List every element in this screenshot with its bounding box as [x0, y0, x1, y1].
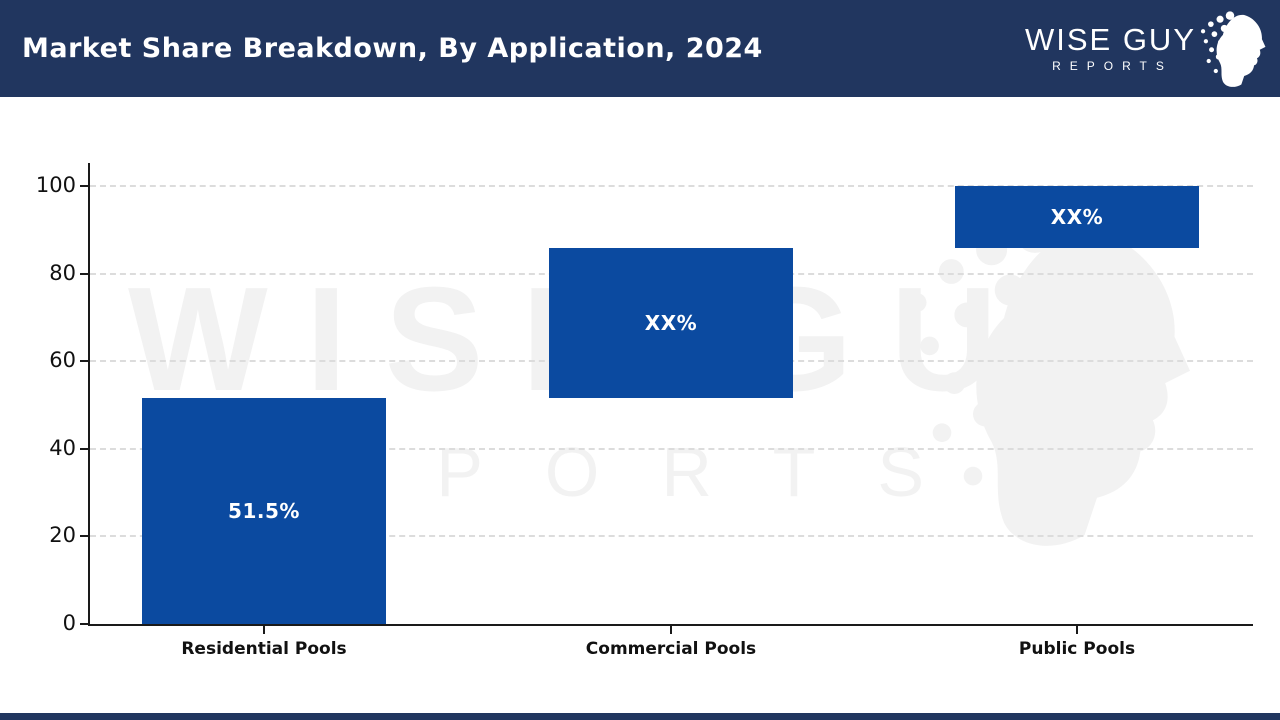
- header-bar: Market Share Breakdown, By Application, …: [0, 0, 1280, 97]
- x-axis-tick: [263, 626, 265, 634]
- x-axis-tick: [1076, 626, 1078, 634]
- y-axis-tick-label: 80: [49, 260, 76, 285]
- logo-reports-text: REPORTS: [1052, 59, 1173, 74]
- y-axis-tick-label: 20: [49, 523, 76, 548]
- logo-wiseguy-text: WISE GUY: [1024, 21, 1196, 57]
- brand-logo-text: WISE GUY REPORTS: [1024, 21, 1196, 74]
- y-axis-tick-40: [80, 447, 88, 450]
- y-axis-tick-label: 0: [62, 611, 76, 635]
- footer-strip: [0, 713, 1280, 720]
- chart-title: Market Share Breakdown, By Application, …: [22, 33, 763, 64]
- x-axis-category-label: Residential Pools: [181, 639, 347, 659]
- bar-value-label: XX%: [1050, 204, 1104, 229]
- y-axis-line: [88, 163, 90, 626]
- x-axis-category-label: Commercial Pools: [585, 639, 757, 659]
- y-axis-tick-label: 60: [49, 348, 76, 373]
- x-axis-tick: [670, 626, 672, 634]
- y-axis-tick-80: [80, 272, 88, 275]
- y-axis-tick-60: [80, 360, 88, 363]
- brand-logo: WISE GUY REPORTS: [1025, 10, 1266, 88]
- gridline-20: [90, 535, 1253, 538]
- x-axis-line: [88, 624, 1253, 626]
- x-axis-category-label: Public Pools: [1018, 639, 1136, 659]
- bar-commercial-pools: XX%: [549, 247, 793, 399]
- bar-value-label: XX%: [644, 311, 698, 336]
- gridline-40: [90, 447, 1253, 450]
- bar-value-label: 51.5%: [228, 499, 300, 524]
- y-axis-tick-20: [80, 535, 88, 538]
- bar-public-pools: XX%: [955, 186, 1199, 248]
- y-axis-tick-0: [80, 623, 88, 625]
- y-axis-tick-100: [80, 185, 88, 187]
- y-axis-tick-label: 100: [35, 173, 76, 197]
- y-axis-tick-label: 40: [49, 435, 76, 460]
- bar-residential-pools: 51.5%: [142, 398, 386, 624]
- gridline-100: [90, 185, 1253, 187]
